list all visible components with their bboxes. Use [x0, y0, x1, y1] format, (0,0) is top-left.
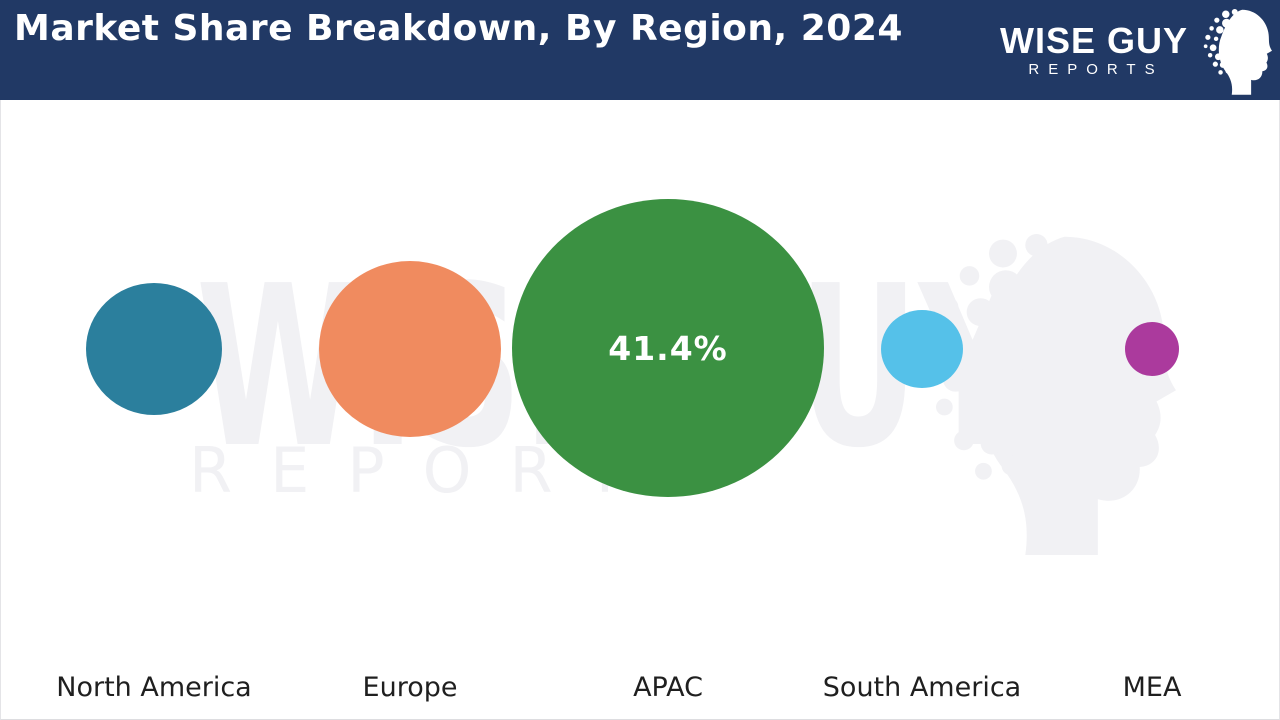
region-label-north-america: North America	[56, 672, 252, 703]
chart-area: WISE GUY REPORTS 41.4% North America Eur…	[0, 100, 1280, 720]
bubble-value-label: 41.4%	[608, 328, 728, 368]
bubble-europe	[319, 261, 501, 437]
logo-subtitle: REPORTS	[1028, 61, 1164, 78]
logo-wordmark: WISE GUY	[999, 20, 1188, 61]
region-label-europe: Europe	[362, 672, 458, 703]
bubble-mea	[1125, 322, 1179, 376]
region-label-south-america: South America	[822, 672, 1022, 703]
page-title: Market Share Breakdown, By Region, 2024	[14, 8, 903, 49]
region-label-apac: APAC	[633, 672, 703, 703]
logo-text: WISE GUY REPORTS	[999, 20, 1188, 78]
bubble-north-america	[86, 283, 222, 415]
region-label-mea: MEA	[1122, 672, 1182, 703]
wise-guy-logo: WISE GUY REPORTS	[1000, 4, 1272, 96]
bubble-south-america	[881, 310, 963, 388]
logo-head-icon	[1203, 9, 1272, 95]
bubble-apac: 41.4%	[512, 199, 824, 497]
header-bar: Market Share Breakdown, By Region, 2024 …	[0, 0, 1280, 100]
